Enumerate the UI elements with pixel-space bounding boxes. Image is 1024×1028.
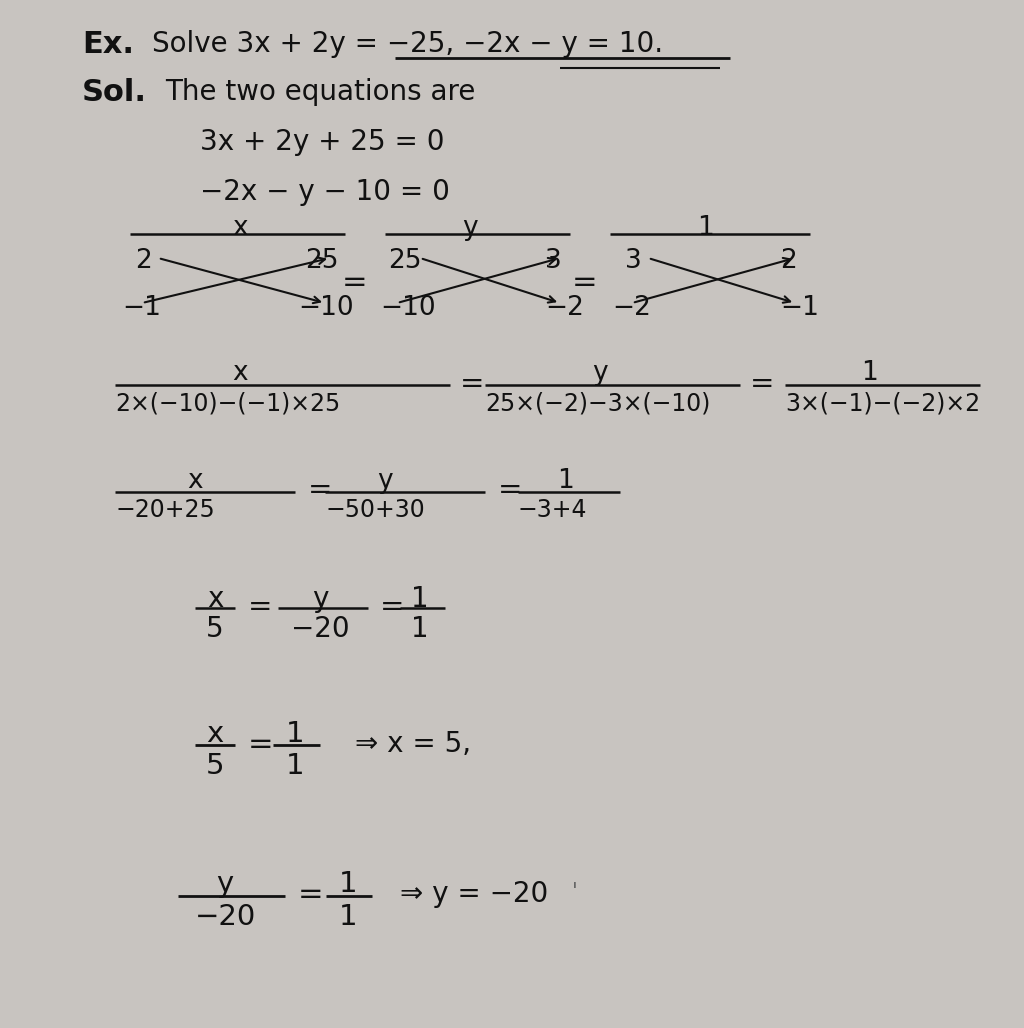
Text: y: y	[216, 870, 233, 898]
Text: x: x	[232, 360, 248, 386]
Text: 2: 2	[780, 248, 797, 274]
Text: 3×(−1)−(−2)×2: 3×(−1)−(−2)×2	[785, 392, 980, 416]
Text: ': '	[572, 882, 578, 902]
Text: 1: 1	[696, 215, 714, 241]
Text: =: =	[248, 593, 272, 621]
Text: =: =	[380, 593, 404, 621]
Text: −1: −1	[122, 295, 161, 321]
Text: −50+30: −50+30	[325, 498, 425, 522]
Text: x: x	[187, 468, 203, 494]
Text: −20: −20	[195, 903, 256, 931]
Text: 25: 25	[388, 248, 422, 274]
Text: 1: 1	[339, 870, 357, 898]
Text: =: =	[750, 370, 774, 398]
Text: y: y	[592, 360, 608, 386]
Text: 25×(−2)−3×(−10): 25×(−2)−3×(−10)	[485, 392, 711, 416]
Text: x: x	[207, 585, 223, 613]
Text: 1: 1	[286, 720, 304, 748]
Text: 1: 1	[412, 585, 429, 613]
Text: =: =	[308, 476, 333, 504]
Text: 3x + 2y + 25 = 0: 3x + 2y + 25 = 0	[200, 128, 444, 156]
Text: =: =	[572, 268, 598, 297]
Text: 5: 5	[206, 615, 224, 642]
Text: Sol.: Sol.	[82, 78, 147, 107]
Text: −2x − y − 10 = 0: −2x − y − 10 = 0	[200, 178, 450, 206]
Text: 2×(−10)−(−1)×25: 2×(−10)−(−1)×25	[115, 392, 340, 416]
Text: y: y	[312, 585, 328, 613]
Text: x: x	[232, 215, 248, 241]
Text: =: =	[248, 730, 273, 759]
Text: 5: 5	[206, 752, 224, 780]
Text: 1: 1	[412, 615, 429, 642]
Text: −10: −10	[298, 295, 353, 321]
Text: ⇒ y = −20: ⇒ y = −20	[400, 880, 548, 908]
Text: −2: −2	[545, 295, 584, 321]
Text: 2: 2	[135, 248, 152, 274]
Text: −2: −2	[612, 295, 651, 321]
Text: 1: 1	[339, 903, 357, 931]
Text: y: y	[377, 468, 393, 494]
Text: Ex.: Ex.	[82, 30, 134, 59]
Text: x: x	[207, 720, 223, 748]
Text: The two equations are: The two equations are	[165, 78, 475, 106]
Text: −10: −10	[380, 295, 435, 321]
Text: =: =	[342, 268, 368, 297]
Text: =: =	[460, 370, 484, 398]
Text: −20+25: −20+25	[115, 498, 215, 522]
Text: =: =	[498, 476, 522, 504]
Text: −3+4: −3+4	[518, 498, 588, 522]
Text: =: =	[298, 880, 324, 909]
Text: 1: 1	[557, 468, 573, 494]
Text: 1: 1	[286, 752, 304, 780]
Text: ⇒ x = 5,: ⇒ x = 5,	[355, 730, 471, 758]
Text: y: y	[462, 215, 478, 241]
Text: −1: −1	[780, 295, 819, 321]
Text: 1: 1	[861, 360, 879, 386]
Text: 3: 3	[545, 248, 562, 274]
Text: −20: −20	[291, 615, 349, 642]
Text: 25: 25	[305, 248, 339, 274]
Text: 3: 3	[625, 248, 642, 274]
Text: Solve 3x + 2y = −25, −2x − y = 10.: Solve 3x + 2y = −25, −2x − y = 10.	[152, 30, 664, 58]
